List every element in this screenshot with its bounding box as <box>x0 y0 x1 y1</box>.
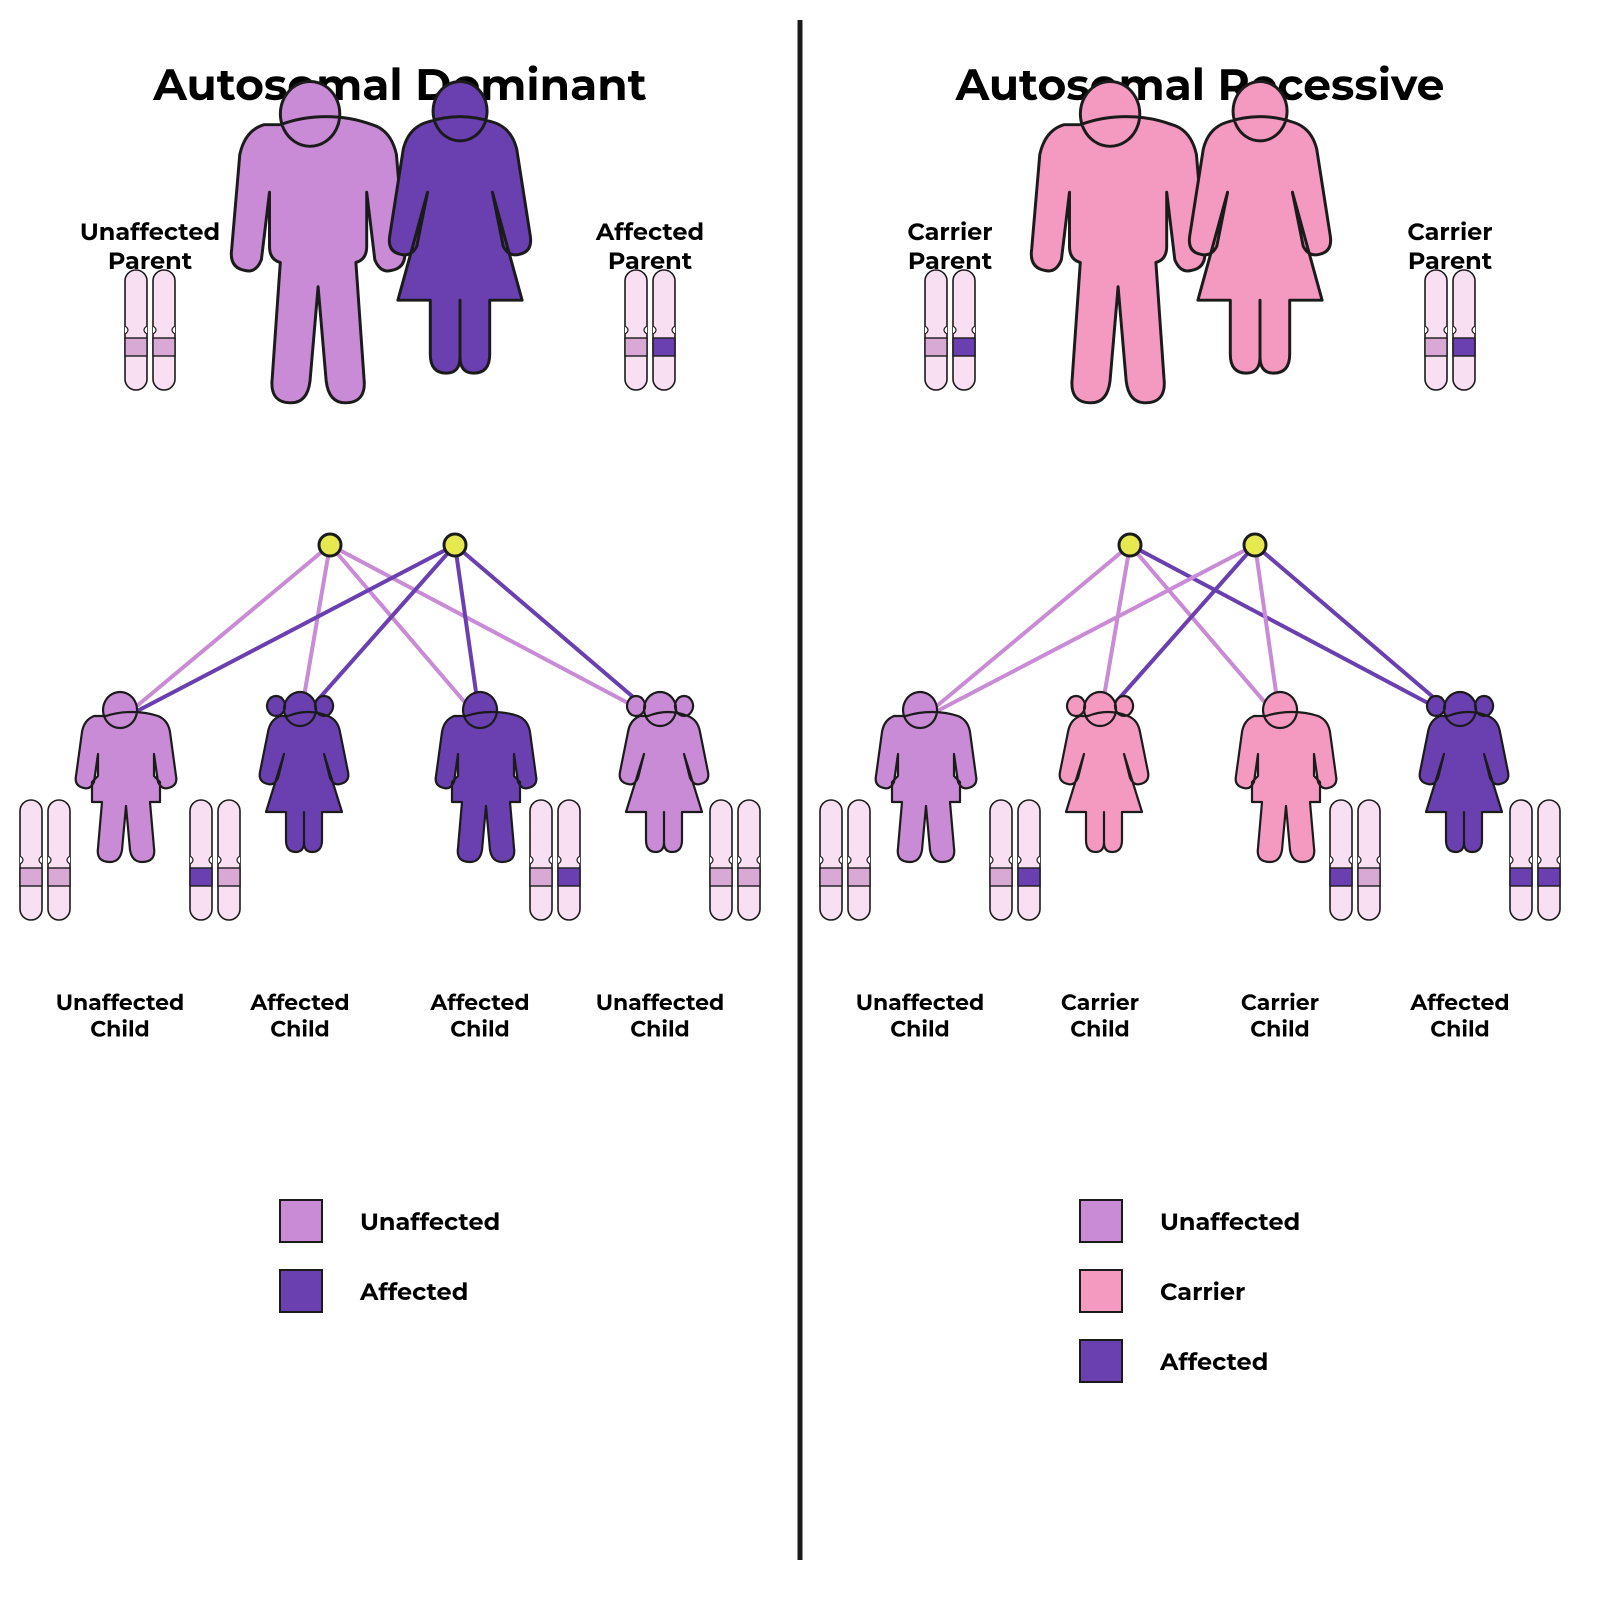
parent-label: CarrierParent <box>1407 218 1492 276</box>
legend-swatch <box>280 1270 322 1312</box>
inheritance-node <box>1119 534 1141 556</box>
section-title: Autosomal Recessive <box>955 58 1445 112</box>
legend-label: Affected <box>1159 1348 1268 1377</box>
legend-swatch <box>280 1200 322 1242</box>
parent-label: AffectedParent <box>595 218 704 276</box>
section-title: Autosomal Dominant <box>152 58 647 112</box>
legend-swatch <box>1080 1200 1122 1242</box>
legend-label: Unaffected <box>360 1208 500 1237</box>
child-label: CarrierChild <box>1241 989 1319 1042</box>
inheritance-node <box>1244 534 1266 556</box>
legend-swatch <box>1080 1270 1122 1312</box>
inheritance-node <box>319 534 341 556</box>
legend-label: Carrier <box>1160 1278 1245 1307</box>
parent-label: CarrierParent <box>907 218 992 276</box>
inheritance-node <box>444 534 466 556</box>
legend-swatch <box>1080 1340 1122 1382</box>
legend-label: Affected <box>359 1278 468 1307</box>
legend-label: Unaffected <box>1160 1208 1300 1237</box>
child-label: CarrierChild <box>1061 989 1139 1042</box>
